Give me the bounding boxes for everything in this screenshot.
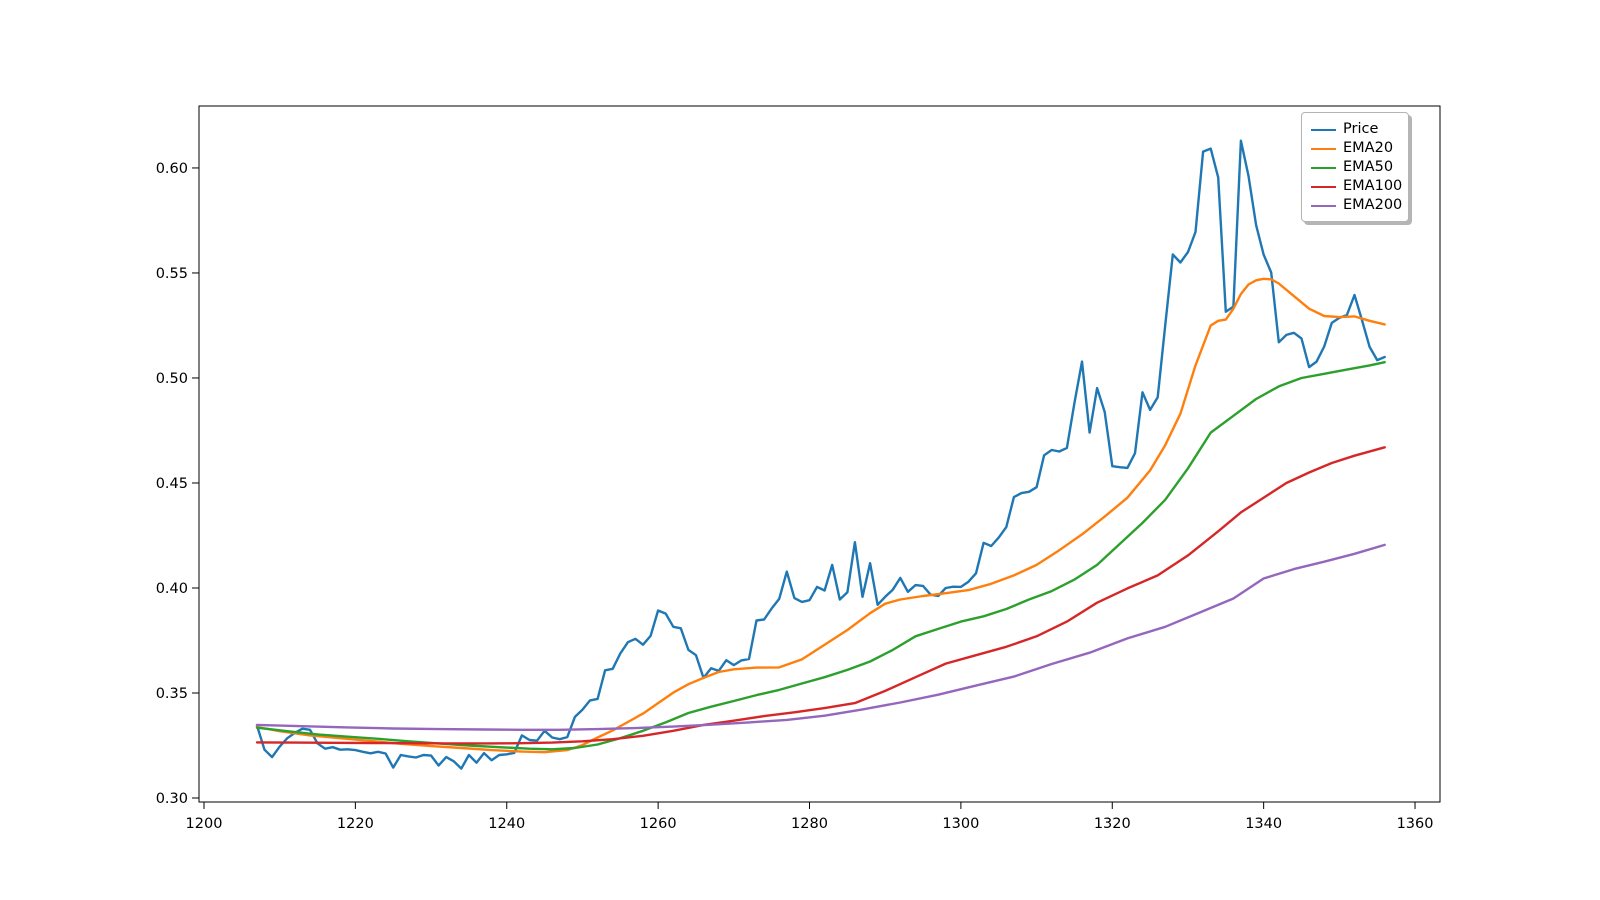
legend-line-sample-icon	[1311, 204, 1336, 207]
y-tick-label: 0.50	[156, 371, 188, 387]
series-line-ema20	[255, 277, 1386, 754]
x-tick-label: 1260	[640, 816, 677, 832]
y-tick-label: 0.40	[156, 581, 188, 597]
legend-line-sample-icon	[1311, 166, 1336, 169]
x-tick-label: 1300	[942, 816, 979, 832]
y-tick-label: 0.35	[156, 686, 188, 702]
x-tick-label: 1220	[337, 816, 374, 832]
legend-label: EMA100	[1343, 178, 1403, 194]
legend: Price EMA20 EMA50 EMA100 EMA200	[1301, 112, 1409, 222]
y-tick-label: 0.60	[156, 161, 188, 177]
legend-label: EMA200	[1343, 197, 1403, 213]
x-tick-label: 1280	[791, 816, 828, 832]
x-tick-label: 1340	[1245, 816, 1282, 832]
x-tick-label: 1320	[1094, 816, 1131, 832]
series-line-ema50	[255, 361, 1386, 751]
legend-row-ema50: EMA50	[1311, 158, 1399, 177]
plot-frame	[198, 105, 1441, 803]
legend-row-ema20: EMA20	[1311, 139, 1399, 158]
legend-label: EMA50	[1343, 159, 1394, 175]
legend-label: EMA20	[1343, 140, 1394, 156]
series-line-ema100	[255, 446, 1386, 745]
legend-line-sample-icon	[1311, 185, 1336, 188]
legend-row-ema100: EMA100	[1311, 177, 1403, 196]
series-line-price	[255, 139, 1386, 770]
legend-label: Price	[1343, 121, 1379, 137]
x-tick-label: 1240	[488, 816, 525, 832]
x-tick-label: 1360	[1397, 816, 1434, 832]
series-line-ema200	[255, 543, 1386, 731]
legend-row-ema200: EMA200	[1311, 196, 1403, 215]
legend-line-sample-icon	[1311, 147, 1336, 150]
y-tick-label: 0.30	[156, 791, 188, 807]
y-tick-label: 0.45	[156, 476, 188, 492]
legend-row-price: Price	[1311, 120, 1399, 139]
legend-line-sample-icon	[1311, 128, 1336, 131]
y-tick-label: 0.55	[156, 266, 188, 282]
x-tick-label: 1200	[186, 816, 223, 832]
